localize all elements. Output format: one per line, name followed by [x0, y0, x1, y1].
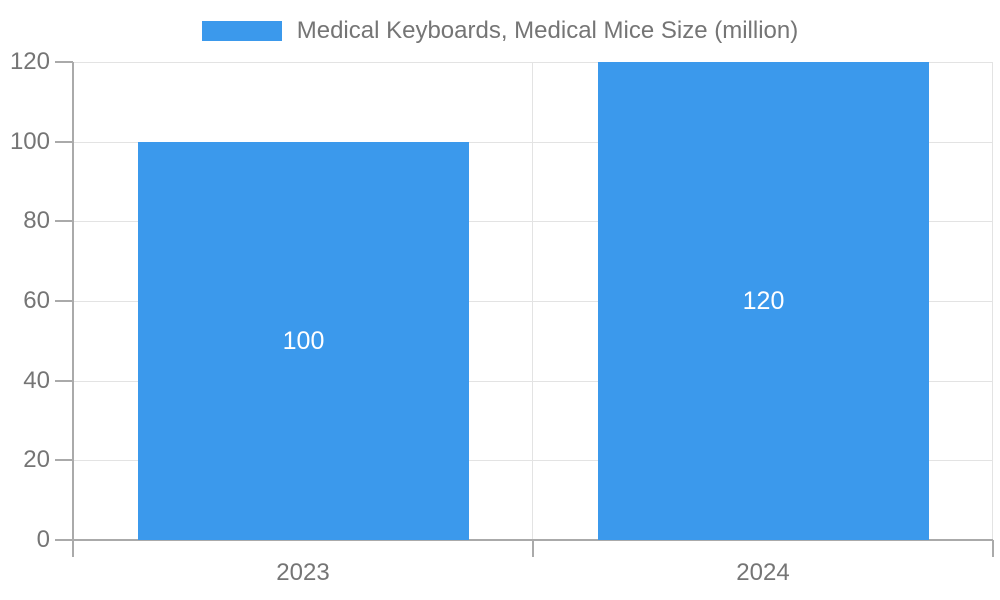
y-axis-label: 120: [9, 48, 50, 75]
gridline-v: [992, 62, 993, 540]
y-tick: [55, 141, 73, 143]
y-axis-label: 20: [23, 446, 50, 473]
y-axis-label: 100: [9, 128, 50, 155]
bar-2024[interactable]: [598, 62, 929, 540]
y-axis-label: 80: [23, 207, 50, 234]
chart-legend: Medical Keyboards, Medical Mice Size (mi…: [0, 14, 1000, 48]
gridline-h: [73, 381, 993, 382]
y-tick: [55, 459, 73, 461]
y-axis-label: 40: [23, 367, 50, 394]
legend-item[interactable]: Medical Keyboards, Medical Mice Size (mi…: [201, 17, 799, 45]
y-tick: [55, 380, 73, 382]
bar-2023[interactable]: [138, 142, 469, 540]
y-axis-label: 0: [36, 526, 50, 553]
y-axis-label: 60: [23, 287, 50, 314]
bar-value-label: 120: [742, 287, 785, 315]
x-axis-label: 2024: [736, 559, 790, 586]
x-axis-label: 2023: [276, 559, 330, 586]
gridline-h: [73, 221, 993, 222]
x-tick: [992, 540, 994, 557]
y-axis-line: [72, 62, 74, 541]
gridline-h: [73, 142, 993, 143]
gridline-v: [532, 62, 533, 540]
y-tick: [55, 220, 73, 222]
y-tick: [55, 539, 73, 541]
y-tick: [55, 61, 73, 63]
y-tick: [55, 300, 73, 302]
gridline-h: [73, 460, 993, 461]
x-tick: [532, 540, 534, 557]
gridline-h: [73, 62, 993, 63]
legend-swatch: [201, 21, 282, 41]
gridline-h: [73, 301, 993, 302]
legend-label: Medical Keyboards, Medical Mice Size (mi…: [296, 17, 799, 44]
x-tick: [72, 540, 74, 557]
bar-value-label: 100: [282, 327, 325, 355]
